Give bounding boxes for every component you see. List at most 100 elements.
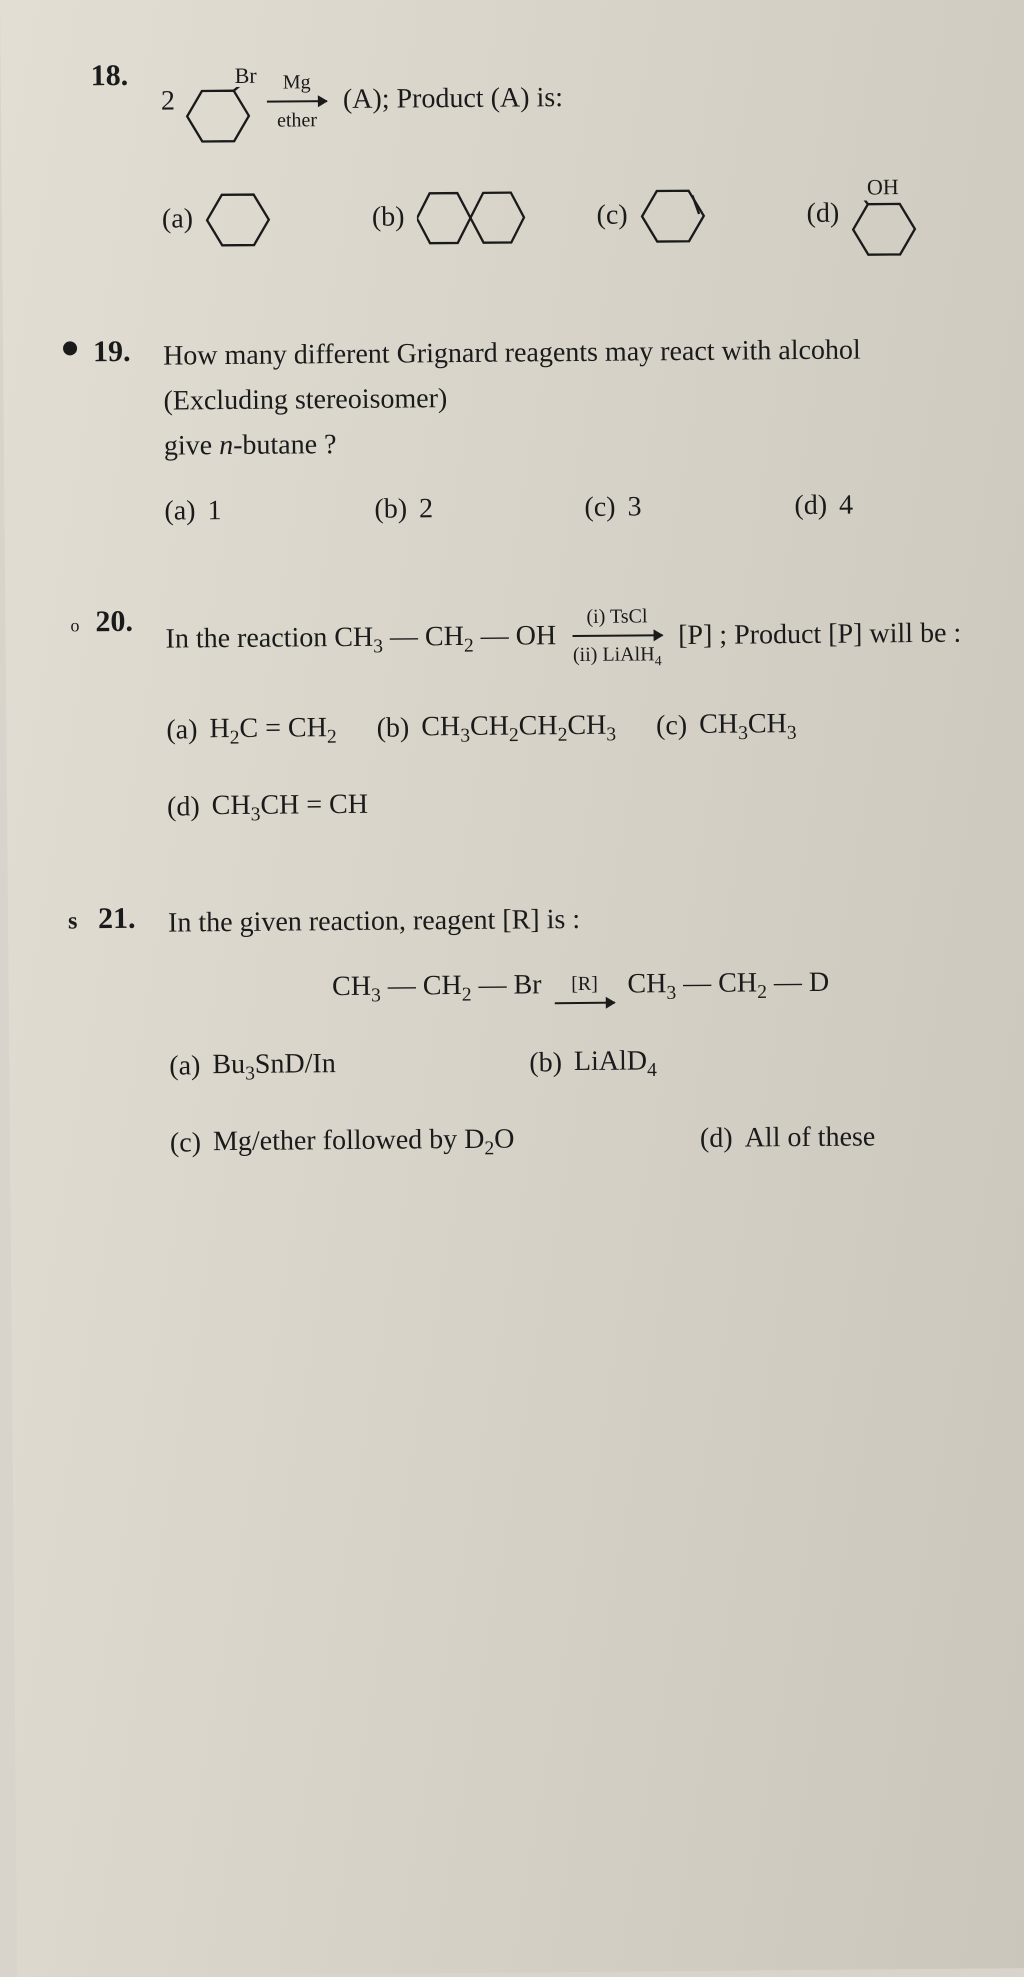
option-label: (b) [374, 487, 407, 532]
exam-page: 18. 2 Br Mg ether (A); Product (A) is: [0, 0, 1024, 1977]
reaction-arrow: [R] [554, 968, 614, 1005]
arrow-top-label: (i) TsCl [586, 600, 647, 633]
f-sub: 2 [464, 635, 474, 656]
f-sub: 2 [484, 1138, 494, 1159]
stem-suffix: [P] ; Product [P] will be : [678, 611, 961, 658]
option-b: (b) CH3CH2CH2CH3 [376, 704, 616, 753]
arrow-bottom-label: ether [277, 104, 317, 136]
option-b: (b) [372, 188, 537, 247]
option-c: (c) CH3CH3 [656, 702, 806, 750]
line2-prefix: give [164, 430, 219, 461]
f-part: CH [748, 708, 787, 739]
option-c: (c) Mg/ether followed by D2O [170, 1116, 620, 1167]
question-18: 18. 2 Br Mg ether (A); Product (A) is: [161, 51, 987, 265]
f-sub: 3 [738, 723, 748, 744]
f-part: Bu [212, 1048, 245, 1079]
option-label: (c) [656, 704, 687, 749]
option-d: (d) OH [806, 169, 957, 259]
question-21: s 21. In the given reaction, reagent [R]… [168, 894, 994, 1167]
line2-italic: n [219, 430, 233, 461]
f-part: C = CH [239, 712, 327, 744]
f-part: — CH [381, 970, 462, 1002]
option-label: (a) [166, 708, 197, 753]
question-number: 21. [98, 902, 136, 936]
f-part: LiAlD [574, 1045, 647, 1077]
option-label: (a) [169, 1044, 200, 1089]
arrow-top-label: [R] [571, 968, 598, 1000]
f-part: O [494, 1123, 515, 1154]
option-value: 2 [419, 487, 433, 532]
stem-line1: How many different Grignard reagents may… [163, 328, 988, 425]
question-number: 18. [91, 59, 129, 93]
f-part: H [209, 713, 230, 744]
f-part: CH [470, 711, 509, 742]
option-d: (d) CH3CH = CH [167, 783, 368, 832]
option-a: (a) 1 [164, 488, 314, 534]
option-text: All of these [744, 1115, 875, 1161]
f-sub: 4 [655, 654, 662, 669]
question-body: In the given reaction, reagent [R] is : … [168, 894, 994, 1167]
f-sub: 3 [460, 725, 470, 746]
option-value: 1 [207, 489, 221, 534]
f-part: CH [627, 968, 666, 999]
option-label: (a) [162, 198, 193, 243]
coefficient: 2 [161, 80, 175, 125]
question-body: 2 Br Mg ether (A); Product (A) is: [161, 51, 987, 265]
cyclohexane-br-icon [185, 87, 252, 146]
option-label: (b) [376, 706, 409, 751]
option-label: (c) [584, 485, 615, 530]
bullet-marker-icon [63, 342, 77, 356]
f-part: CH [699, 709, 738, 740]
option-c: (c) [596, 186, 747, 245]
reactant: CH3 — CH2 — Br [332, 969, 542, 1002]
f-part: CH = CH [260, 789, 368, 821]
reaction-formula: In the reaction CH3 — CH2 — OH [165, 614, 556, 664]
margin-marker: s [68, 908, 78, 935]
f-part: — D [767, 966, 830, 998]
option-formula: H2C = CH2 [209, 706, 337, 754]
option-formula: Bu3SnD/In [212, 1042, 336, 1090]
option-label: (d) [700, 1116, 733, 1161]
oh-label: OH [867, 169, 899, 204]
f-sub: 2 [757, 982, 767, 1003]
option-label: (c) [596, 194, 627, 239]
question-body: How many different Grignard reagents may… [163, 328, 989, 534]
question-number: 20. [95, 604, 133, 638]
question-19: 19. How many different Grignard reagents… [163, 328, 989, 534]
f-part: — CH [383, 621, 464, 653]
question-body: In the reaction CH3 — CH2 — OH (i) TsCl … [165, 597, 991, 831]
options-row: (a) H2C = CH2 (b) CH3CH2CH2CH3 (c) CH3CH… [166, 700, 991, 831]
option-b: (b) LiAlD4 [529, 1039, 679, 1087]
f-part: CH [421, 711, 460, 742]
margin-marker: o [70, 615, 79, 636]
f-sub: 2 [558, 725, 568, 746]
option-formula: CH3CH3 [699, 702, 797, 750]
option-label: (a) [164, 489, 195, 534]
f-sub: 2 [327, 727, 337, 748]
question-stem: In the reaction CH3 — CH2 — OH (i) TsCl … [165, 597, 990, 678]
f-sub: 3 [245, 1063, 255, 1084]
f-part: Mg/ether followed by D [213, 1123, 485, 1156]
option-b: (b) 2 [374, 486, 524, 532]
stem-line2: give n-butane ? [164, 417, 988, 469]
line2-suffix: -butane ? [233, 429, 337, 461]
bicyclohexyl-icon [416, 188, 537, 247]
f-part: — CH [676, 967, 757, 999]
f-part: CH [519, 710, 558, 741]
question-20: o 20. In the reaction CH3 — CH2 — OH (i)… [165, 597, 991, 831]
option-formula: CH3CH = CH [212, 783, 369, 831]
arrow-icon [555, 1002, 615, 1005]
option-a: (a) H2C = CH2 [166, 706, 337, 754]
option-a: (a) [162, 190, 313, 249]
option-d: (d) All of these [700, 1115, 876, 1161]
f-sub: 3 [787, 723, 797, 744]
cyclohexene-icon [639, 187, 706, 246]
reaction-equation: CH3 — CH2 — Br [R] CH3 — CH2 — D [168, 959, 992, 1013]
options-row: (a) Bu3SnD/In (b) LiAlD4 (c) Mg/ether fo… [169, 1036, 994, 1167]
option-label: (d) [794, 484, 827, 529]
f-part: — OH [474, 620, 557, 652]
option-d: (d) 4 [794, 483, 944, 529]
options-row: (a) (b) (c) [162, 169, 987, 265]
option-formula: Mg/ether followed by D2O [213, 1117, 515, 1167]
arrow-bottom-label: (ii) LiAlH4 [573, 638, 662, 674]
